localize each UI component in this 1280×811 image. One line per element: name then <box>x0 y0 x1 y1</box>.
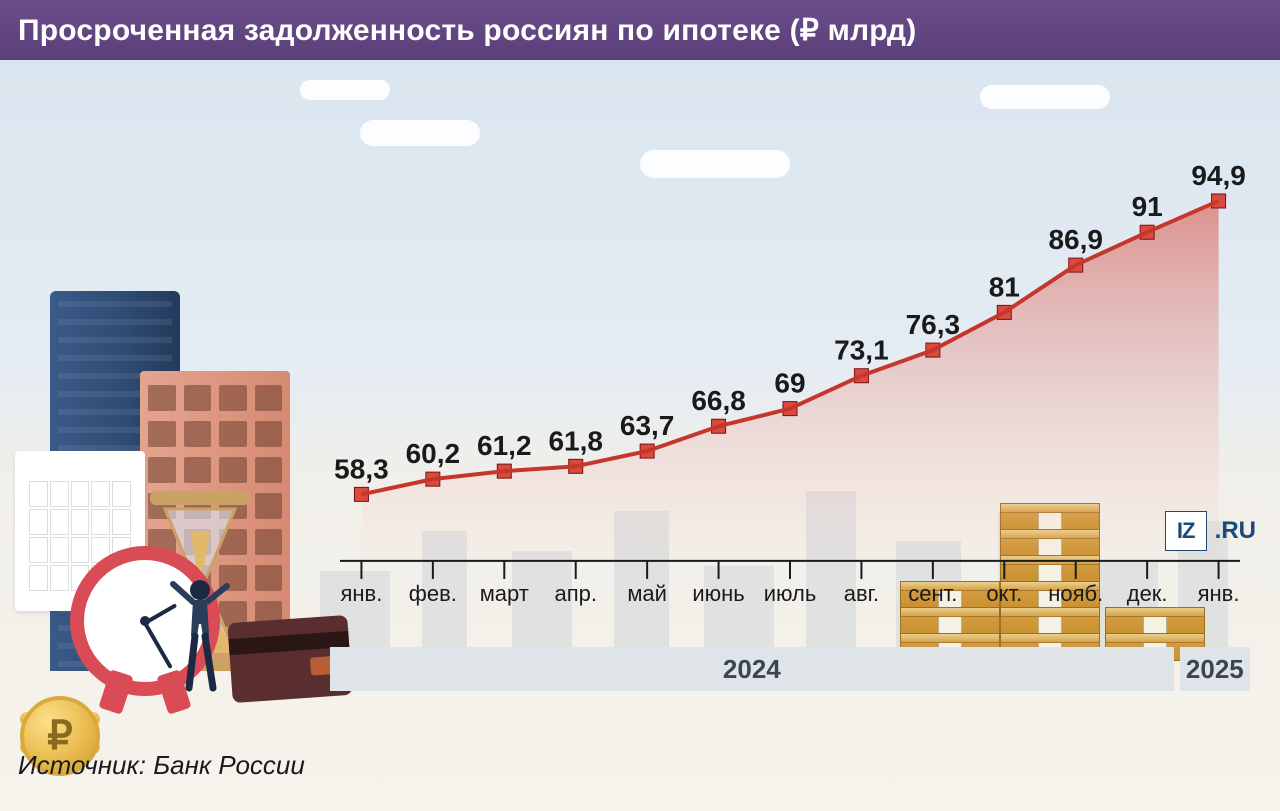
x-tick-label: март <box>480 581 529 606</box>
person-icon <box>165 576 235 696</box>
x-tick-label: май <box>627 581 667 606</box>
x-tick-label: фев. <box>409 581 457 606</box>
data-label: 63,7 <box>620 410 674 441</box>
x-tick-label: янв. <box>1198 581 1240 606</box>
data-label: 69 <box>774 368 805 399</box>
x-tick-label: апр. <box>554 581 596 606</box>
overdue-debt-chart: янв.58,3фев.60,2март61,2апр.61,8май63,7и… <box>330 120 1250 601</box>
chart-title: Просроченная задолженность россиян по ип… <box>18 13 916 48</box>
data-label: 76,3 <box>906 309 960 340</box>
cloud-decor <box>980 85 1110 109</box>
logo-suffix: .RU <box>1215 517 1256 545</box>
data-label: 58,3 <box>334 453 388 484</box>
publisher-logo: IZ .RU <box>1165 511 1256 551</box>
x-tick-label: янв. <box>340 581 382 606</box>
logo-box: IZ <box>1165 511 1207 551</box>
data-label: 66,8 <box>691 385 745 416</box>
x-tick-label: июнь <box>692 581 744 606</box>
source-attribution: Источник: Банк России <box>18 750 305 781</box>
x-tick-label: авг. <box>844 581 879 606</box>
data-label: 81 <box>989 271 1020 302</box>
data-label: 86,9 <box>1048 224 1102 255</box>
data-label: 73,1 <box>834 335 888 366</box>
title-bar: Просроченная задолженность россиян по ип… <box>0 0 1280 60</box>
infographic-root: ₽ Просроченная задолженность россиян по … <box>0 0 1280 811</box>
data-label: 60,2 <box>406 438 460 469</box>
data-label: 61,8 <box>548 425 602 456</box>
x-tick-label: сент. <box>908 581 957 606</box>
x-tick-label: июль <box>764 581 817 606</box>
cloud-decor <box>300 80 390 100</box>
year-bar-2024: 2024 <box>330 647 1174 691</box>
data-label: 61,2 <box>477 430 531 461</box>
data-label: 94,9 <box>1191 160 1245 191</box>
x-tick-label: окт. <box>986 581 1022 606</box>
x-tick-label: дек. <box>1127 581 1168 606</box>
data-label: 91 <box>1132 191 1163 222</box>
x-tick-label: нояб. <box>1048 581 1103 606</box>
year-bar-2025: 2025 <box>1180 647 1250 691</box>
year-axis: 2024 2025 <box>330 647 1250 691</box>
